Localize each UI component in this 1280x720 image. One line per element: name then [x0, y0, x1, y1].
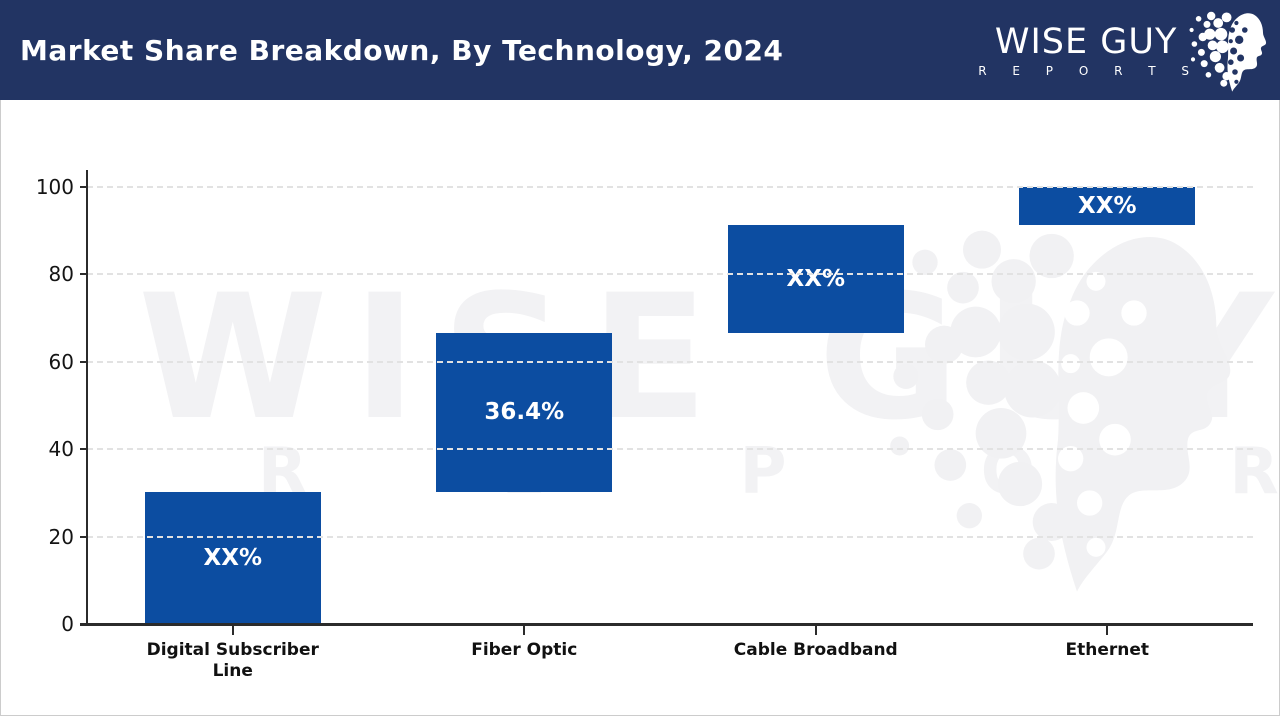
y-axis-tick: [80, 273, 88, 276]
gridline: [87, 448, 1253, 451]
x-axis-tick: [523, 626, 526, 635]
bar-value-label: 36.4%: [484, 399, 565, 426]
y-tick-label: 80: [48, 262, 74, 287]
y-axis-tick: [80, 186, 88, 188]
bar: 36.4%: [436, 332, 613, 492]
bar: XX%: [144, 491, 321, 624]
y-axis-tick: [80, 360, 88, 363]
y-axis-tick: [80, 623, 88, 625]
gridline: [87, 186, 1253, 188]
x-axis-tick: [1106, 626, 1109, 635]
bar-value-label: XX%: [786, 265, 845, 292]
page-title: Market Share Breakdown, By Technology, 2…: [20, 33, 784, 67]
y-axis-tick: [80, 535, 88, 538]
y-tick-label: 40: [48, 437, 74, 462]
x-axis: [80, 623, 1253, 626]
x-tick-label: Digital Subscriber Line: [146, 640, 319, 681]
x-tick-label: Cable Broadband: [733, 640, 898, 660]
brand-tagline: R E P O R T S: [978, 63, 1200, 78]
bar: XX%: [727, 225, 904, 333]
header-bar: Market Share Breakdown, By Technology, 2…: [0, 0, 1280, 100]
x-axis-tick: [814, 626, 817, 635]
x-axis-tick: [231, 626, 234, 635]
x-tick-label: Ethernet: [1065, 640, 1149, 660]
brand-logo-text: WISE GUY R E P O R T S: [972, 21, 1200, 78]
gridline: [87, 535, 1253, 538]
gridline: [87, 360, 1253, 363]
x-tick-label: Fiber Optic: [471, 640, 578, 660]
y-tick-label: 0: [61, 612, 74, 636]
y-axis-tick: [80, 448, 88, 451]
y-tick-label: 60: [48, 349, 74, 374]
brand-logo: WISE GUY R E P O R T S: [978, 8, 1270, 94]
bar-value-label: XX%: [203, 544, 262, 571]
gridline: [87, 273, 1253, 276]
bar-value-label: XX%: [1077, 193, 1137, 220]
y-axis: [86, 170, 88, 626]
watermark-face-icon: [868, 208, 1248, 608]
bar: XX%: [1019, 187, 1196, 226]
y-tick-label: 20: [48, 524, 74, 549]
y-tick-label: 100: [35, 175, 74, 199]
brand-name: WISE GUY: [994, 21, 1178, 62]
